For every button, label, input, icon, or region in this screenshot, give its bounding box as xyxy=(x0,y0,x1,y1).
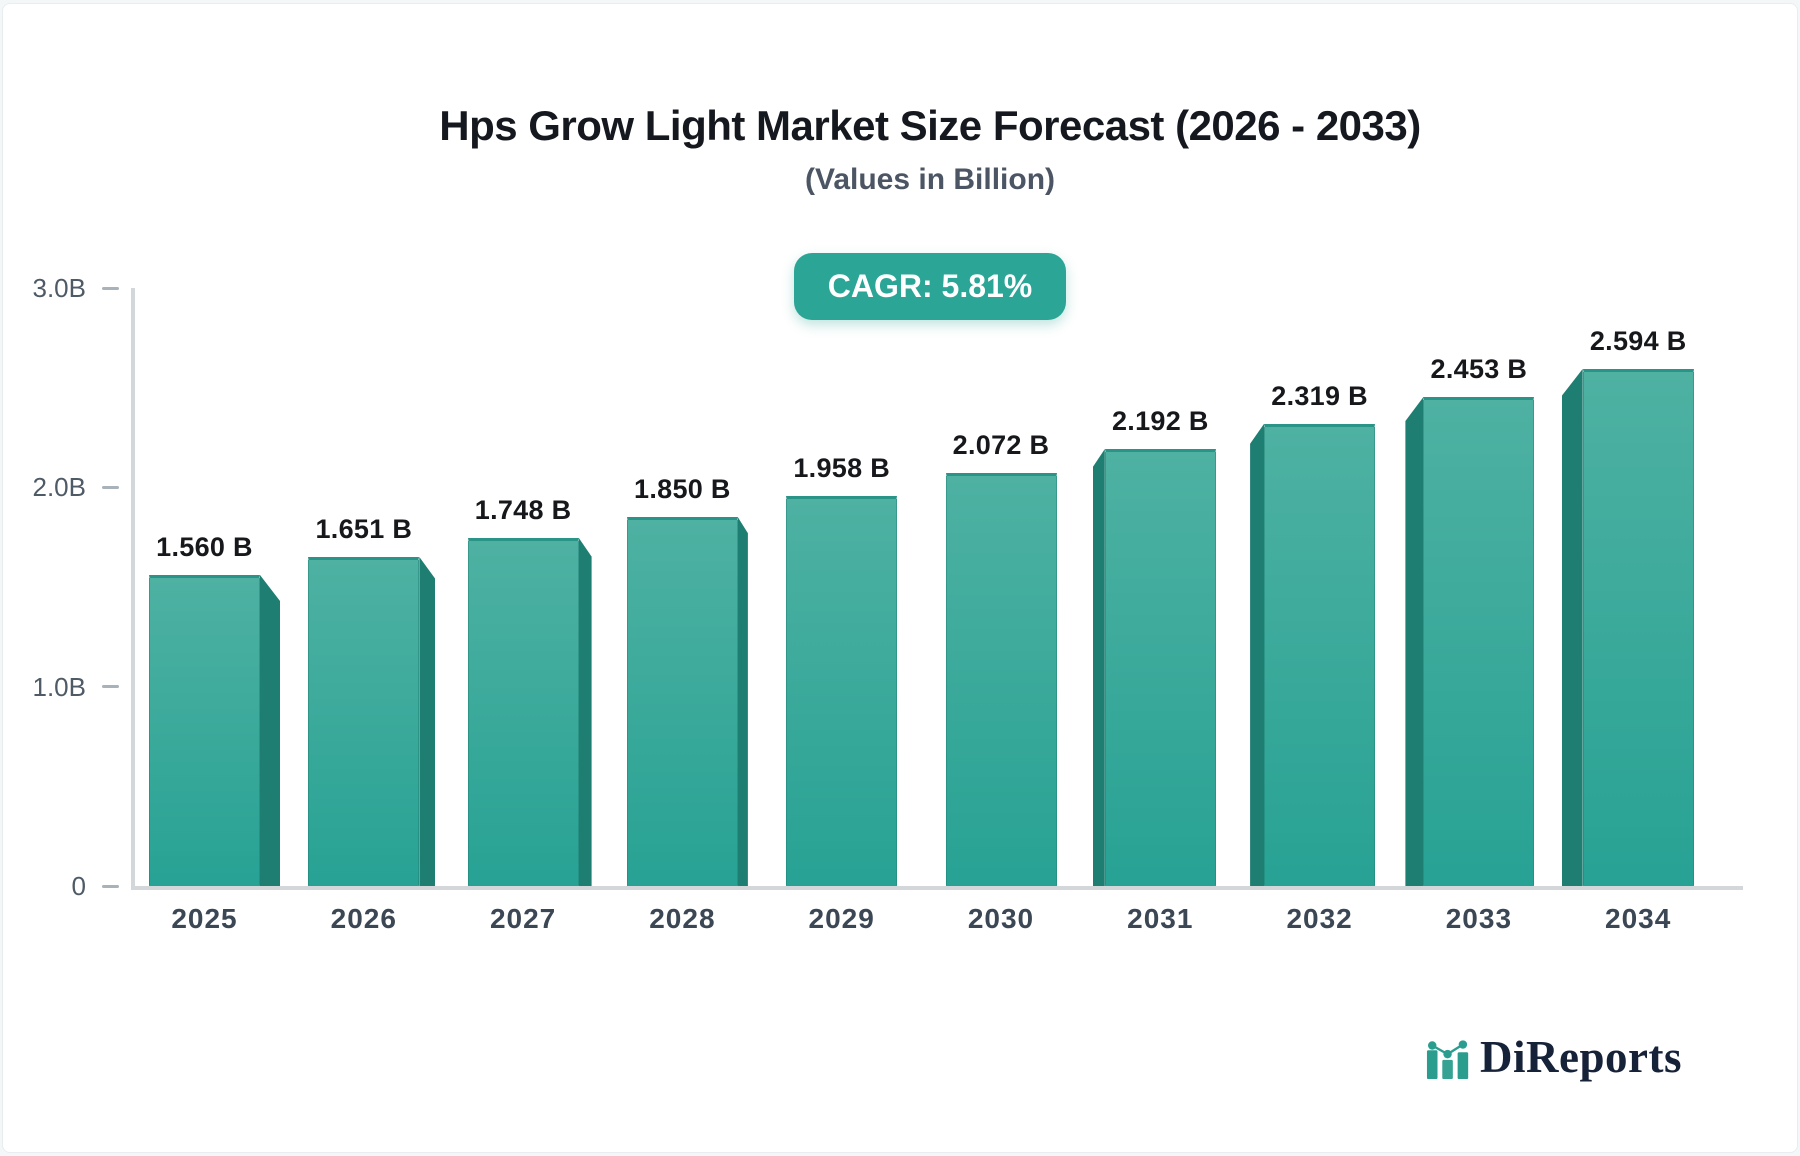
bar-value-label-2031: 2.192 B xyxy=(1111,406,1209,437)
y-tick-label: 2.0B xyxy=(32,472,87,503)
direports-logo-icon xyxy=(1426,1040,1469,1080)
bar-2026 xyxy=(308,556,420,886)
chart-subtitle: (Values in Billion) xyxy=(804,163,1056,196)
bar-2028 xyxy=(626,517,738,886)
direports-logo: DiReports xyxy=(1426,1034,1682,1080)
y-tick-mark xyxy=(102,685,119,689)
y-tick-mark xyxy=(102,286,119,290)
bar-value-label-2030: 2.072 B xyxy=(952,429,1050,460)
bar-2027 xyxy=(467,537,579,886)
bar-value-label-2028: 1.850 B xyxy=(634,474,731,505)
bar-3d-side-2033 xyxy=(1405,397,1424,886)
bar-3d-side-2025 xyxy=(260,575,280,886)
bar-3d-side-2034 xyxy=(1561,368,1583,886)
y-tick-label: 0 xyxy=(71,871,86,901)
bar-2029 xyxy=(786,495,898,886)
x-axis-label-2026: 2026 xyxy=(330,903,397,934)
bar-2025 xyxy=(149,575,260,886)
direports-logo-text: DiReports xyxy=(1480,1032,1682,1082)
bar-value-label-2027: 1.748 B xyxy=(474,494,572,525)
y-tick-label: 1.0B xyxy=(32,671,87,702)
y-tick-mark xyxy=(102,485,119,489)
bar-value-label-2032: 2.319 B xyxy=(1271,380,1368,411)
chart-title: Hps Grow Light Market Size Forecast (202… xyxy=(439,102,1421,149)
bar-value-label-2033: 2.453 B xyxy=(1430,354,1528,385)
bar-2031 xyxy=(1104,449,1216,886)
y-tick-label: 3.0B xyxy=(32,273,87,303)
bar-2033 xyxy=(1423,397,1535,886)
x-axis-line xyxy=(131,886,1743,890)
x-axis-label-2032: 2032 xyxy=(1286,903,1353,934)
bar-value-label-2025: 1.560 B xyxy=(156,532,253,563)
x-axis-label-2031: 2031 xyxy=(1127,903,1194,934)
bar-3d-side-2031 xyxy=(1092,449,1105,886)
x-axis-label-2033: 2033 xyxy=(1445,903,1513,934)
y-tick-mark xyxy=(102,884,119,888)
bar-3d-side-2032 xyxy=(1250,423,1265,886)
cagr-badge: CAGR: 5.81% xyxy=(793,253,1067,320)
bar-value-label-2029: 1.958 B xyxy=(793,452,891,483)
y-axis-line xyxy=(131,288,135,890)
x-axis-label-2030: 2030 xyxy=(967,903,1035,934)
chart-header: Hps Grow Light Market Size Forecast (202… xyxy=(60,0,1800,340)
x-axis-label-2027: 2027 xyxy=(489,903,557,934)
x-axis-label-2029: 2029 xyxy=(808,903,875,934)
bar-3d-side-2028 xyxy=(737,517,748,886)
x-axis-label-2025: 2025 xyxy=(171,903,238,934)
bar-3d-side-2027 xyxy=(578,537,592,886)
x-axis-label-2028: 2028 xyxy=(649,903,716,934)
bar-3d-side-2026 xyxy=(419,556,436,886)
bar-2030 xyxy=(945,472,1057,886)
bar-value-label-2034: 2.594 B xyxy=(1589,325,1687,356)
bar-2034 xyxy=(1582,368,1694,886)
bar-2032 xyxy=(1264,423,1376,886)
bar-value-label-2026: 1.651 B xyxy=(315,513,413,544)
x-axis-label-2034: 2034 xyxy=(1605,903,1672,934)
